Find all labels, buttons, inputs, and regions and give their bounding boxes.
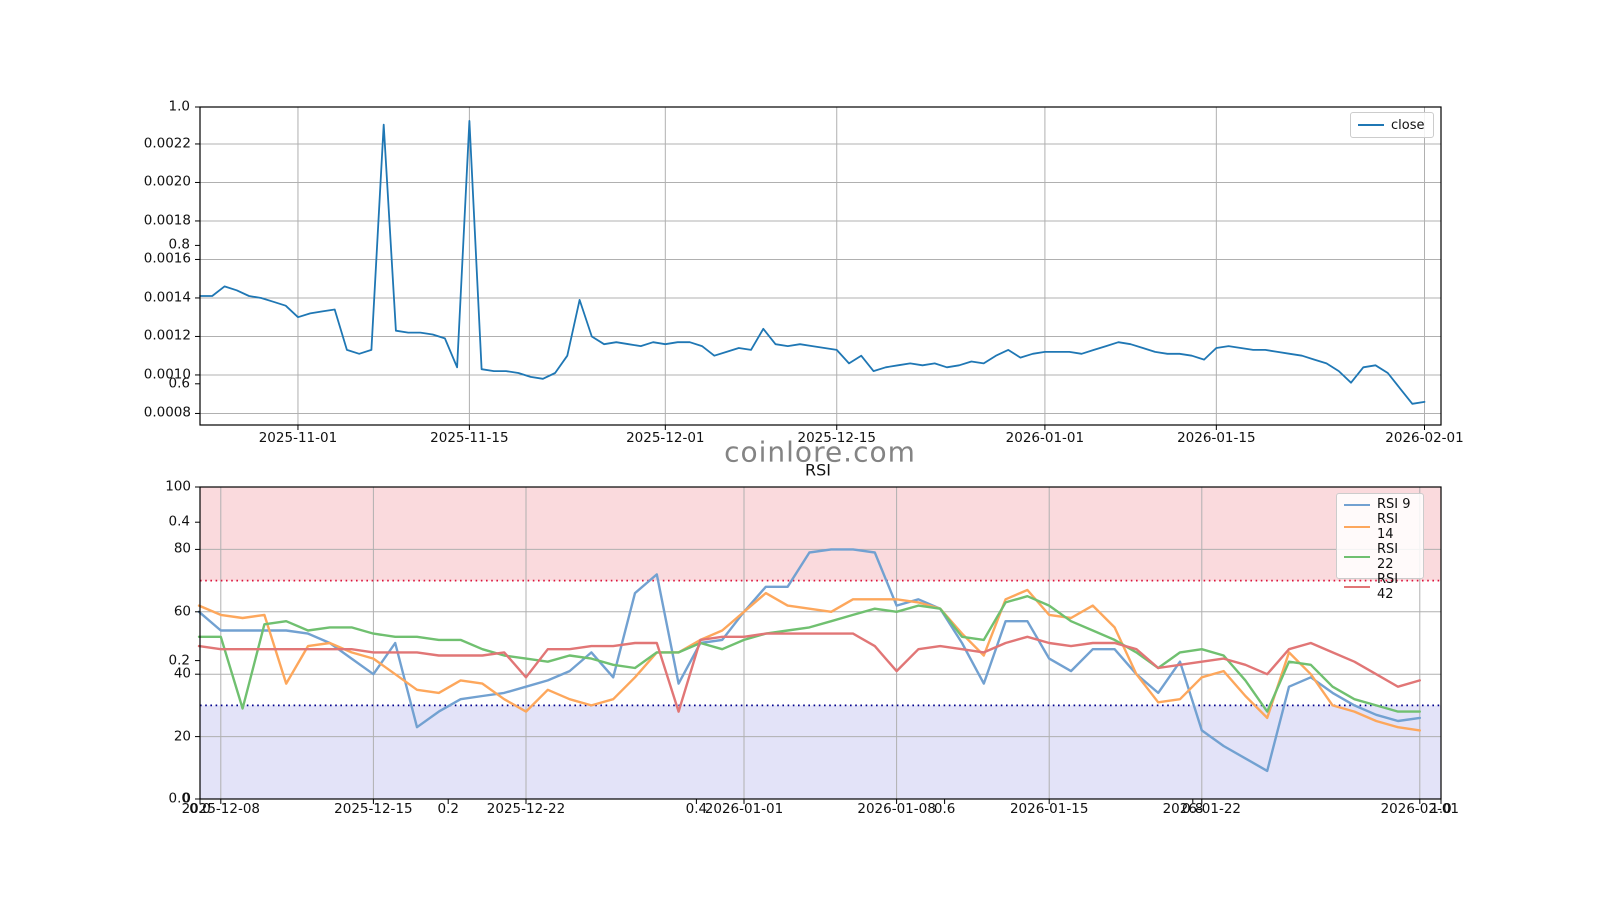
rsi-x-tick-label: 2026-01-22 [1162, 801, 1242, 817]
phantom-y-label: 0.0 [168, 790, 190, 807]
price-y-tick-label: 0.0012 [143, 328, 191, 345]
oversold-band [200, 705, 1441, 799]
legend-label-rsi-42: RSI 42 [1377, 572, 1399, 602]
rsi-42-line [197, 632, 1422, 713]
plot-border [199, 486, 1442, 800]
overbought-band [200, 487, 1441, 581]
legend-item-rsi-42: RSI 42 [1344, 572, 1416, 602]
rsi-x-tick-label: 2025-12-08 [181, 801, 261, 817]
phantom-y-label: 0.8 [168, 236, 190, 253]
price-x-tick-label: 2025-12-15 [797, 430, 876, 446]
phantom-x-label: 1.0 [1430, 801, 1452, 817]
rsi-y-tick-label: 100 [165, 478, 191, 495]
phantom-y-label: 0.4 [168, 513, 190, 530]
rsi-legend: RSI 9 RSI 14 RSI 22 RSI 42 [1336, 493, 1424, 602]
rsi-x-tick-label: 2026-01-15 [1009, 801, 1089, 817]
price-y-tick-label: 0.0022 [143, 135, 191, 152]
legend-label-rsi-22: RSI 22 [1377, 542, 1399, 572]
phantom-x-label: 0.0 [189, 801, 211, 817]
legend-item-close: close [1358, 118, 1426, 133]
legend-label-rsi-14: RSI 14 [1377, 512, 1399, 542]
price-x-tick-label: 2025-11-01 [258, 430, 338, 446]
phantom-x-label: 0.4 [685, 801, 708, 817]
rsi-chart-title: RSI [805, 460, 831, 480]
price-x-tick-label: 2026-01-15 [1177, 430, 1256, 446]
rsi-42-line-swatch [1344, 586, 1370, 588]
rsi-x-tick-label: 2026-02-01 [1380, 801, 1460, 817]
close-line-swatch [1358, 124, 1384, 126]
price-y-tick-label: 0.0010 [143, 366, 191, 383]
price-x-tick-label: 2026-02-01 [1385, 430, 1464, 446]
rsi-x-tick-label: 2025-12-22 [486, 801, 566, 817]
close-line [199, 120, 1426, 405]
price-legend: close [1350, 112, 1434, 138]
legend-item-rsi-9: RSI 9 [1344, 497, 1416, 512]
price-y-tick-label: 0.0016 [143, 251, 191, 268]
legend-item-rsi-22: RSI 22 [1344, 542, 1416, 572]
phantom-y-label: 0.2 [168, 652, 190, 669]
price-y-tick-label: 0.0020 [143, 174, 191, 191]
rsi-y-tick-label: 40 [173, 665, 191, 682]
rsi-y-tick-label: 60 [173, 603, 191, 620]
rsi-14-line-swatch [1344, 526, 1370, 528]
rsi-x-tick-label: 2025-12-15 [334, 801, 413, 817]
phantom-x-label: 0.6 [933, 801, 956, 817]
phantom-x-label: 0.8 [1182, 801, 1204, 817]
phantom-y-label: 0.6 [168, 375, 190, 392]
price-y-tick-label: 0.0008 [143, 405, 191, 422]
price-x-tick-label: 2025-11-15 [430, 430, 509, 446]
legend-item-rsi-14: RSI 14 [1344, 512, 1416, 542]
watermark: coinlore.com [724, 435, 916, 469]
rsi-x-tick-label: 2026-01-08 [857, 801, 936, 817]
price-x-tick-label: 2026-01-01 [1005, 430, 1085, 446]
legend-label-rsi-9: RSI 9 [1377, 497, 1411, 512]
rsi-9-line-swatch [1344, 503, 1370, 506]
rsi-22-line [197, 595, 1422, 713]
price-x-tick-label: 2025-12-01 [626, 430, 705, 446]
rsi-x-tick-label: 2026-01-01 [704, 801, 784, 817]
price-y-tick-label: 0.0018 [143, 212, 191, 229]
legend-label-close: close [1391, 117, 1425, 133]
rsi-14-line [197, 588, 1422, 732]
rsi-y-tick-label: 80 [173, 540, 191, 557]
rsi-y-tick-label: 0 [182, 790, 191, 807]
plot-border [199, 106, 1442, 426]
phantom-x-label: 0.2 [437, 801, 459, 817]
price-y-tick-label: 0.0014 [143, 289, 191, 306]
phantom-y-label: 1.0 [168, 98, 190, 115]
rsi-22-line-swatch [1344, 556, 1370, 558]
rsi-9-line [197, 548, 1422, 773]
rsi-y-tick-label: 20 [173, 728, 191, 745]
